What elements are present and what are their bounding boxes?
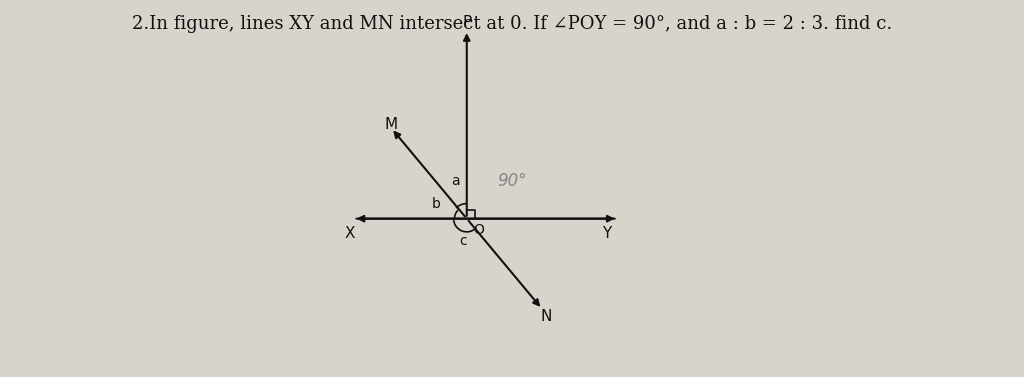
Text: 90°: 90° (498, 172, 526, 190)
Text: b: b (432, 196, 441, 211)
Text: Y: Y (602, 226, 611, 241)
Text: c: c (459, 234, 467, 248)
Text: O: O (473, 223, 484, 237)
Text: 2.In figure, lines XY and MN intersect at 0. If ∠POY = 90°, and a : b = 2 : 3. f: 2.In figure, lines XY and MN intersect a… (132, 15, 892, 33)
Text: N: N (541, 309, 552, 324)
Text: M: M (385, 117, 398, 132)
Text: P: P (462, 15, 471, 30)
Text: X: X (345, 226, 355, 241)
Text: a: a (452, 174, 460, 188)
